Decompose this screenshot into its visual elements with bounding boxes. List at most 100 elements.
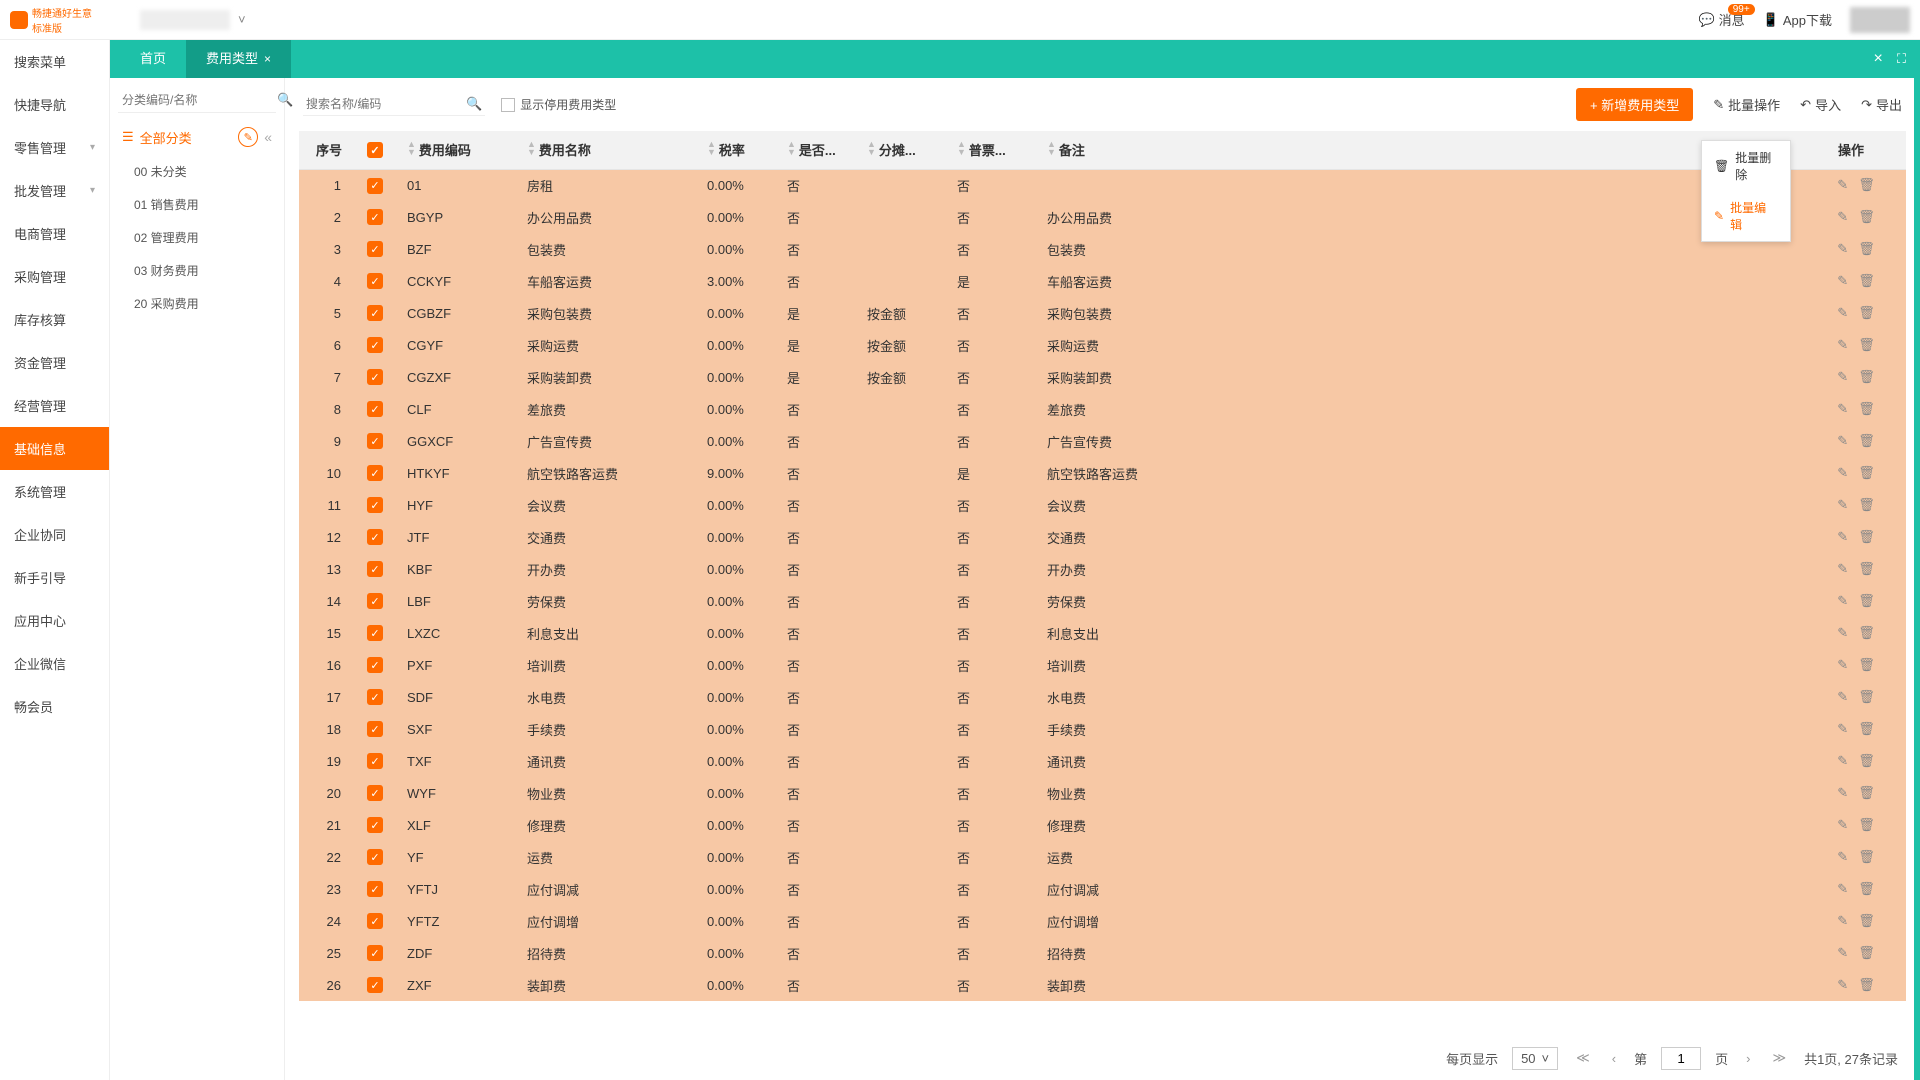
table-row[interactable]: 3✓BZF包装费0.00%否否包装费✎🗑 bbox=[299, 233, 1906, 265]
table-row[interactable]: 6✓CGYF采购运费0.00%是按金额否采购运费✎🗑 bbox=[299, 329, 1906, 361]
checkbox-all[interactable]: ✓ bbox=[367, 142, 383, 158]
edit-icon[interactable]: ✎ bbox=[1837, 209, 1848, 224]
row-checkbox[interactable]: ✓ bbox=[367, 433, 383, 449]
row-checkbox[interactable]: ✓ bbox=[367, 945, 383, 961]
sidebar-item[interactable]: 畅会员 bbox=[0, 685, 109, 728]
delete-icon[interactable]: 🗑 bbox=[1858, 337, 1875, 352]
prev-page-button[interactable]: ‹ bbox=[1608, 1051, 1620, 1066]
sidebar-item[interactable]: 零售管理▾ bbox=[0, 126, 109, 169]
table-search[interactable]: 🔍 bbox=[303, 93, 485, 116]
table-row[interactable]: 15✓LXZC利息支出0.00%否否利息支出✎🗑 bbox=[299, 617, 1906, 649]
edit-icon[interactable]: ✎ bbox=[1837, 337, 1848, 352]
search-icon[interactable]: 🔍 bbox=[466, 96, 482, 112]
row-checkbox[interactable]: ✓ bbox=[367, 785, 383, 801]
show-disabled-checkbox[interactable]: 显示停用费用类型 bbox=[501, 96, 616, 113]
category-item[interactable]: 00 未分类 bbox=[118, 155, 276, 188]
sidebar-item[interactable]: 资金管理 bbox=[0, 341, 109, 384]
tab-expense-type[interactable]: 费用类型 × bbox=[186, 40, 291, 78]
row-checkbox[interactable]: ✓ bbox=[367, 689, 383, 705]
column-header[interactable]: ▲▼税率 bbox=[699, 131, 779, 169]
page-input[interactable] bbox=[1661, 1047, 1701, 1070]
row-checkbox[interactable]: ✓ bbox=[367, 881, 383, 897]
last-page-button[interactable]: ≫ bbox=[1768, 1050, 1790, 1066]
delete-icon[interactable]: 🗑 bbox=[1858, 593, 1875, 608]
edit-icon[interactable]: ✎ bbox=[1837, 657, 1848, 672]
delete-icon[interactable]: 🗑 bbox=[1858, 977, 1875, 992]
edit-icon[interactable]: ✎ bbox=[1837, 881, 1848, 896]
delete-icon[interactable]: 🗑 bbox=[1858, 401, 1875, 416]
sidebar-item[interactable]: 基础信息 bbox=[0, 427, 109, 470]
delete-icon[interactable]: 🗑 bbox=[1858, 689, 1875, 704]
delete-icon[interactable]: 🗑 bbox=[1858, 273, 1875, 288]
table-row[interactable]: 12✓JTF交通费0.00%否否交通费✎🗑 bbox=[299, 521, 1906, 553]
batch-delete-item[interactable]: 🗑批量删除 bbox=[1702, 141, 1790, 191]
sidebar-item[interactable]: 搜索菜单 bbox=[0, 40, 109, 83]
collapse-icon[interactable]: « bbox=[264, 129, 272, 145]
table-row[interactable]: 20✓WYF物业费0.00%否否物业费✎🗑 bbox=[299, 777, 1906, 809]
table-row[interactable]: 16✓PXF培训费0.00%否否培训费✎🗑 bbox=[299, 649, 1906, 681]
export-button[interactable]: ↷导出 bbox=[1861, 95, 1902, 114]
column-header[interactable]: ▲▼普票... bbox=[949, 131, 1039, 169]
sidebar-item[interactable]: 系统管理 bbox=[0, 470, 109, 513]
edit-icon[interactable]: ✎ bbox=[1837, 753, 1848, 768]
next-page-button[interactable]: › bbox=[1742, 1051, 1754, 1066]
row-checkbox[interactable]: ✓ bbox=[367, 209, 383, 225]
table-row[interactable]: 2✓BGYP办公用品费0.00%否否办公用品费✎🗑 bbox=[299, 201, 1906, 233]
tab-home[interactable]: 首页 bbox=[120, 40, 186, 78]
close-icon[interactable]: × bbox=[1874, 50, 1883, 68]
delete-icon[interactable]: 🗑 bbox=[1858, 785, 1875, 800]
edit-icon[interactable]: ✎ bbox=[1837, 977, 1848, 992]
sidebar-item[interactable]: 电商管理 bbox=[0, 212, 109, 255]
category-search[interactable]: 🔍 bbox=[118, 88, 276, 113]
avatar[interactable] bbox=[1850, 7, 1910, 33]
edit-icon[interactable]: ✎ bbox=[1837, 497, 1848, 512]
edit-icon[interactable]: ✎ bbox=[1837, 849, 1848, 864]
edit-icon[interactable]: ✎ bbox=[1837, 433, 1848, 448]
edit-icon[interactable]: ✎ bbox=[1837, 177, 1848, 192]
row-checkbox[interactable]: ✓ bbox=[367, 497, 383, 513]
table-row[interactable]: 22✓YF运费0.00%否否运费✎🗑 bbox=[299, 841, 1906, 873]
category-item[interactable]: 02 管理费用 bbox=[118, 221, 276, 254]
row-checkbox[interactable]: ✓ bbox=[367, 273, 383, 289]
row-checkbox[interactable]: ✓ bbox=[367, 721, 383, 737]
edit-icon[interactable]: ✎ bbox=[1837, 913, 1848, 928]
table-row[interactable]: 4✓CCKYF车船客运费3.00%否是车船客运费✎🗑 bbox=[299, 265, 1906, 297]
delete-icon[interactable]: 🗑 bbox=[1858, 497, 1875, 512]
delete-icon[interactable]: 🗑 bbox=[1858, 433, 1875, 448]
table-row[interactable]: 13✓KBF开办费0.00%否否开办费✎🗑 bbox=[299, 553, 1906, 585]
row-checkbox[interactable]: ✓ bbox=[367, 241, 383, 257]
table-row[interactable]: 21✓XLF修理费0.00%否否修理费✎🗑 bbox=[299, 809, 1906, 841]
table-row[interactable]: 24✓YFTZ应付调增0.00%否否应付调增✎🗑 bbox=[299, 905, 1906, 937]
edit-icon[interactable]: ✎ bbox=[1837, 625, 1848, 640]
delete-icon[interactable]: 🗑 bbox=[1858, 657, 1875, 672]
category-item[interactable]: 03 财务费用 bbox=[118, 254, 276, 287]
edit-icon[interactable]: ✎ bbox=[1837, 817, 1848, 832]
delete-icon[interactable]: 🗑 bbox=[1858, 209, 1875, 224]
table-row[interactable]: 5✓CGBZF采购包装费0.00%是按金额否采购包装费✎🗑 bbox=[299, 297, 1906, 329]
edit-icon[interactable]: ✎ bbox=[1837, 241, 1848, 256]
column-header[interactable]: ▲▼是否... bbox=[779, 131, 859, 169]
column-header[interactable]: ▲▼分摊... bbox=[859, 131, 949, 169]
table-row[interactable]: 1✓01房租0.00%否否✎🗑 bbox=[299, 169, 1906, 201]
table-row[interactable]: 18✓SXF手续费0.00%否否手续费✎🗑 bbox=[299, 713, 1906, 745]
row-checkbox[interactable]: ✓ bbox=[367, 178, 383, 194]
edit-icon[interactable]: ✎ bbox=[1837, 529, 1848, 544]
column-header[interactable]: 序号 bbox=[299, 131, 359, 169]
sidebar-item[interactable]: 经营管理 bbox=[0, 384, 109, 427]
row-checkbox[interactable]: ✓ bbox=[367, 401, 383, 417]
row-checkbox[interactable]: ✓ bbox=[367, 465, 383, 481]
column-header[interactable]: ▲▼费用名称 bbox=[519, 131, 699, 169]
delete-icon[interactable]: 🗑 bbox=[1858, 625, 1875, 640]
table-row[interactable]: 10✓HTKYF航空铁路客运费9.00%否是航空铁路客运费✎🗑 bbox=[299, 457, 1906, 489]
new-expense-button[interactable]: + 新增费用类型 bbox=[1576, 88, 1693, 121]
page-size-select[interactable]: 50˅ bbox=[1512, 1047, 1558, 1070]
delete-icon[interactable]: 🗑 bbox=[1858, 913, 1875, 928]
column-header[interactable]: ▲▼费用编码 bbox=[399, 131, 519, 169]
delete-icon[interactable]: 🗑 bbox=[1858, 529, 1875, 544]
sidebar-item[interactable]: 企业微信 bbox=[0, 642, 109, 685]
delete-icon[interactable]: 🗑 bbox=[1858, 753, 1875, 768]
edit-icon[interactable]: ✎ bbox=[1837, 689, 1848, 704]
company-selector[interactable]: ˅ bbox=[140, 10, 246, 30]
delete-icon[interactable]: 🗑 bbox=[1858, 817, 1875, 832]
column-header[interactable]: ▲▼备注 bbox=[1039, 131, 1796, 169]
